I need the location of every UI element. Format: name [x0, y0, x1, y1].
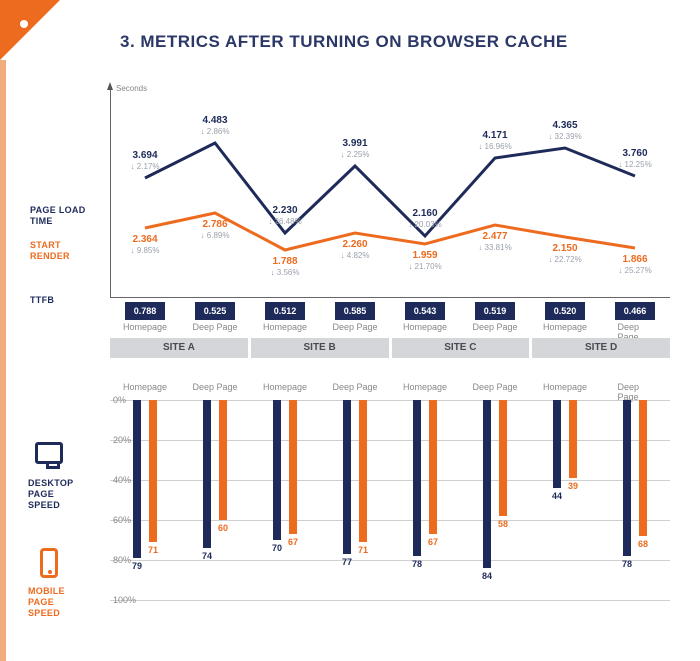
- site-row: SITE ASITE BSITE CSITE D: [110, 338, 670, 358]
- page-label: Homepage: [263, 382, 307, 392]
- label-start-render: STARTRENDER: [30, 240, 70, 262]
- desktop-bar: [133, 400, 141, 558]
- start-render-value: 2.15022.72%: [548, 243, 581, 265]
- page-load-value: 4.4832.86%: [201, 115, 230, 137]
- page-label: Deep Page: [192, 382, 237, 392]
- pagespeed-bar-chart: HomepageDeep PageHomepageDeep PageHomepa…: [110, 400, 670, 645]
- page-title: 3. METRICS AFTER TURNING ON BROWSER CACH…: [120, 32, 568, 52]
- page-label: Deep Page: [472, 382, 517, 392]
- page-label: Deep Page: [332, 322, 377, 332]
- page-load-value: 4.17116.96%: [478, 130, 511, 152]
- bar-value: 79: [132, 561, 142, 571]
- site-label: SITE B: [251, 338, 389, 358]
- page-load-value: 3.6942.17%: [131, 150, 160, 172]
- mobile-bar: [499, 400, 507, 516]
- grid-label: 80%: [113, 555, 131, 565]
- label-desktop-speed: DESKTOPPAGESPEED: [28, 478, 73, 511]
- bar-value: 67: [428, 537, 438, 547]
- mobile-bar: [289, 400, 297, 534]
- bar-value: 39: [568, 481, 578, 491]
- desktop-bar: [483, 400, 491, 568]
- page-label: Deep Page: [192, 322, 237, 332]
- bar-value: 68: [638, 539, 648, 549]
- page-labels-top: Homepage Deep Page Homepage Deep Page Homepa…: [110, 322, 670, 336]
- line-plot: [110, 88, 670, 298]
- bar-value: 71: [358, 545, 368, 555]
- ttfb-value: 0.788: [125, 302, 165, 320]
- ttfb-value: 0.585: [335, 302, 375, 320]
- page-label: Homepage: [123, 322, 167, 332]
- start-render-value: 1.86625.27%: [618, 254, 651, 276]
- page-labels-bottom: Homepage Deep Page Homepage Deep Page Homepa…: [110, 382, 670, 396]
- mobile-bar: [569, 400, 577, 478]
- metrics-line-chart: Seconds 3.6942.17%4.4832.86%2.23026.48%3…: [110, 88, 670, 358]
- bar-value: 71: [148, 545, 158, 555]
- ttfb-row: 0.788 0.525 0.512 0.585 0.543 0.519 0.520 0.466: [110, 298, 670, 320]
- desktop-bar: [203, 400, 211, 548]
- mobile-bar: [219, 400, 227, 520]
- page-label: Homepage: [543, 322, 587, 332]
- ttfb-value: 0.543: [405, 302, 445, 320]
- page-label: Homepage: [403, 322, 447, 332]
- label-ttfb: TTFB: [30, 295, 54, 306]
- brand-logo-dot: [20, 20, 28, 28]
- bar-value: 60: [218, 523, 228, 533]
- label-mobile-speed: MOBILEPAGESPEED: [28, 586, 65, 619]
- site-label: SITE D: [532, 338, 670, 358]
- start-render-value: 2.47733.81%: [478, 231, 511, 253]
- grid-label: 20%: [113, 435, 131, 445]
- grid-label: 60%: [113, 515, 131, 525]
- bar-value: 67: [288, 537, 298, 547]
- desktop-icon: [35, 442, 63, 464]
- desktop-bar: [343, 400, 351, 554]
- start-render-value: 2.3649.85%: [131, 234, 160, 256]
- mobile-icon: [40, 548, 58, 578]
- page-label: Homepage: [123, 382, 167, 392]
- page-label: Deep Page: [618, 382, 653, 402]
- grid-label: 40%: [113, 475, 131, 485]
- page-load-value: 4.36532.39%: [548, 120, 581, 142]
- ttfb-value: 0.512: [265, 302, 305, 320]
- mobile-bar: [429, 400, 437, 534]
- side-stripe: [0, 60, 6, 661]
- start-render-value: 1.95921.70%: [408, 250, 441, 272]
- site-label: SITE A: [110, 338, 248, 358]
- mobile-bar: [149, 400, 157, 542]
- page-load-value: 3.9912.25%: [341, 138, 370, 160]
- page-label: Deep Page: [472, 322, 517, 332]
- desktop-bar: [413, 400, 421, 556]
- bar-value: 74: [202, 551, 212, 561]
- grid-label: 0%: [113, 395, 126, 405]
- page-label: Homepage: [263, 322, 307, 332]
- ttfb-value: 0.525: [195, 302, 235, 320]
- site-label: SITE C: [392, 338, 530, 358]
- page-load-value: 2.16020.03%: [408, 208, 441, 230]
- ttfb-value: 0.519: [475, 302, 515, 320]
- page-load-value: 3.76012.25%: [618, 148, 651, 170]
- start-render-value: 2.2604.82%: [341, 239, 370, 261]
- desktop-bar: [553, 400, 561, 488]
- page-load-value: 2.23026.48%: [268, 205, 301, 227]
- bar-value: 78: [622, 559, 632, 569]
- bar-value: 78: [412, 559, 422, 569]
- bar-value: 84: [482, 571, 492, 581]
- bar-value: 44: [552, 491, 562, 501]
- bar-value: 77: [342, 557, 352, 567]
- bar-value: 70: [272, 543, 282, 553]
- brand-logo: [0, 0, 60, 60]
- page-label: Homepage: [403, 382, 447, 392]
- grid-label: 100%: [113, 595, 136, 605]
- ttfb-value: 0.466: [615, 302, 655, 320]
- label-page-load-time: PAGE LOADTIME: [30, 205, 86, 227]
- mobile-bar: [639, 400, 647, 536]
- desktop-bar: [273, 400, 281, 540]
- desktop-bar: [623, 400, 631, 556]
- page-label: Homepage: [543, 382, 587, 392]
- bar-value: 58: [498, 519, 508, 529]
- ttfb-value: 0.520: [545, 302, 585, 320]
- mobile-bar: [359, 400, 367, 542]
- start-render-value: 1.7883.56%: [271, 256, 300, 278]
- start-render-value: 2.7866.89%: [201, 219, 230, 241]
- page-label: Deep Page: [332, 382, 377, 392]
